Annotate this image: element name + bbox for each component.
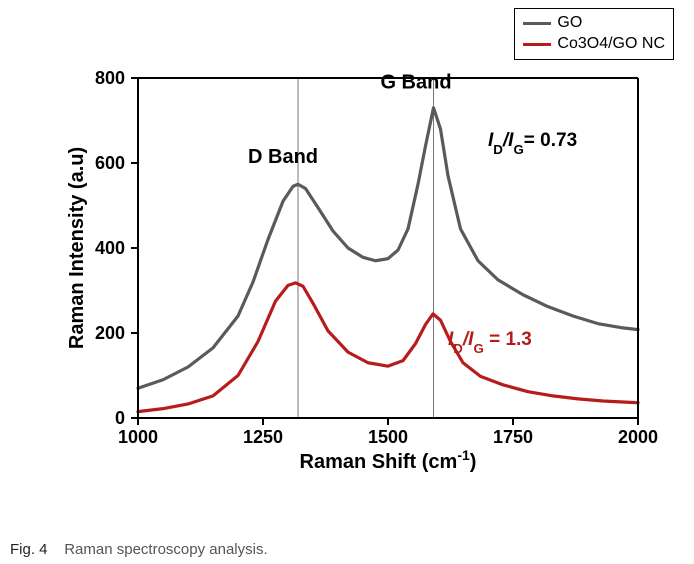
svg-text:1000: 1000	[118, 427, 158, 447]
legend: GO Co3O4/GO NC	[514, 8, 674, 60]
svg-text:Raman Shift (cm-1): Raman Shift (cm-1)	[300, 447, 477, 473]
caption-text: Raman spectroscopy analysis.	[64, 541, 267, 558]
svg-text:1250: 1250	[243, 427, 283, 447]
chart-area: 1000 1250 1500 1750 2000 0 200 400 600 800 Raman S…	[60, 60, 660, 490]
svg-text:1500: 1500	[368, 427, 408, 447]
svg-text:D Band: D Band	[248, 146, 318, 168]
raman-chart: 1000 1250 1500 1750 2000 0 200 400 600 800 Raman S…	[60, 60, 660, 490]
legend-item: Co3O4/GO NC	[523, 34, 665, 55]
svg-text:200: 200	[95, 323, 125, 343]
figure-caption: Fig. 4 Raman spectroscopy analysis.	[10, 541, 268, 558]
svg-text:G Band: G Band	[380, 72, 451, 94]
caption-fignum: Fig. 4	[10, 541, 48, 558]
legend-swatch-co3o4	[523, 43, 551, 46]
legend-swatch-go	[523, 22, 551, 25]
legend-label: Co3O4/GO NC	[557, 34, 665, 55]
legend-item: GO	[523, 13, 665, 34]
legend-label: GO	[557, 13, 582, 34]
svg-text:Raman Intensity (a.u): Raman Intensity (a.u)	[66, 147, 88, 349]
svg-text:0: 0	[115, 408, 125, 428]
svg-text:800: 800	[95, 68, 125, 88]
svg-text:400: 400	[95, 238, 125, 258]
svg-text:600: 600	[95, 153, 125, 173]
svg-text:1750: 1750	[493, 427, 533, 447]
figure-wrapper: GO Co3O4/GO NC 1000 1250 1500 1750 2000 0 200 4…	[0, 0, 694, 564]
svg-text:2000: 2000	[618, 427, 658, 447]
